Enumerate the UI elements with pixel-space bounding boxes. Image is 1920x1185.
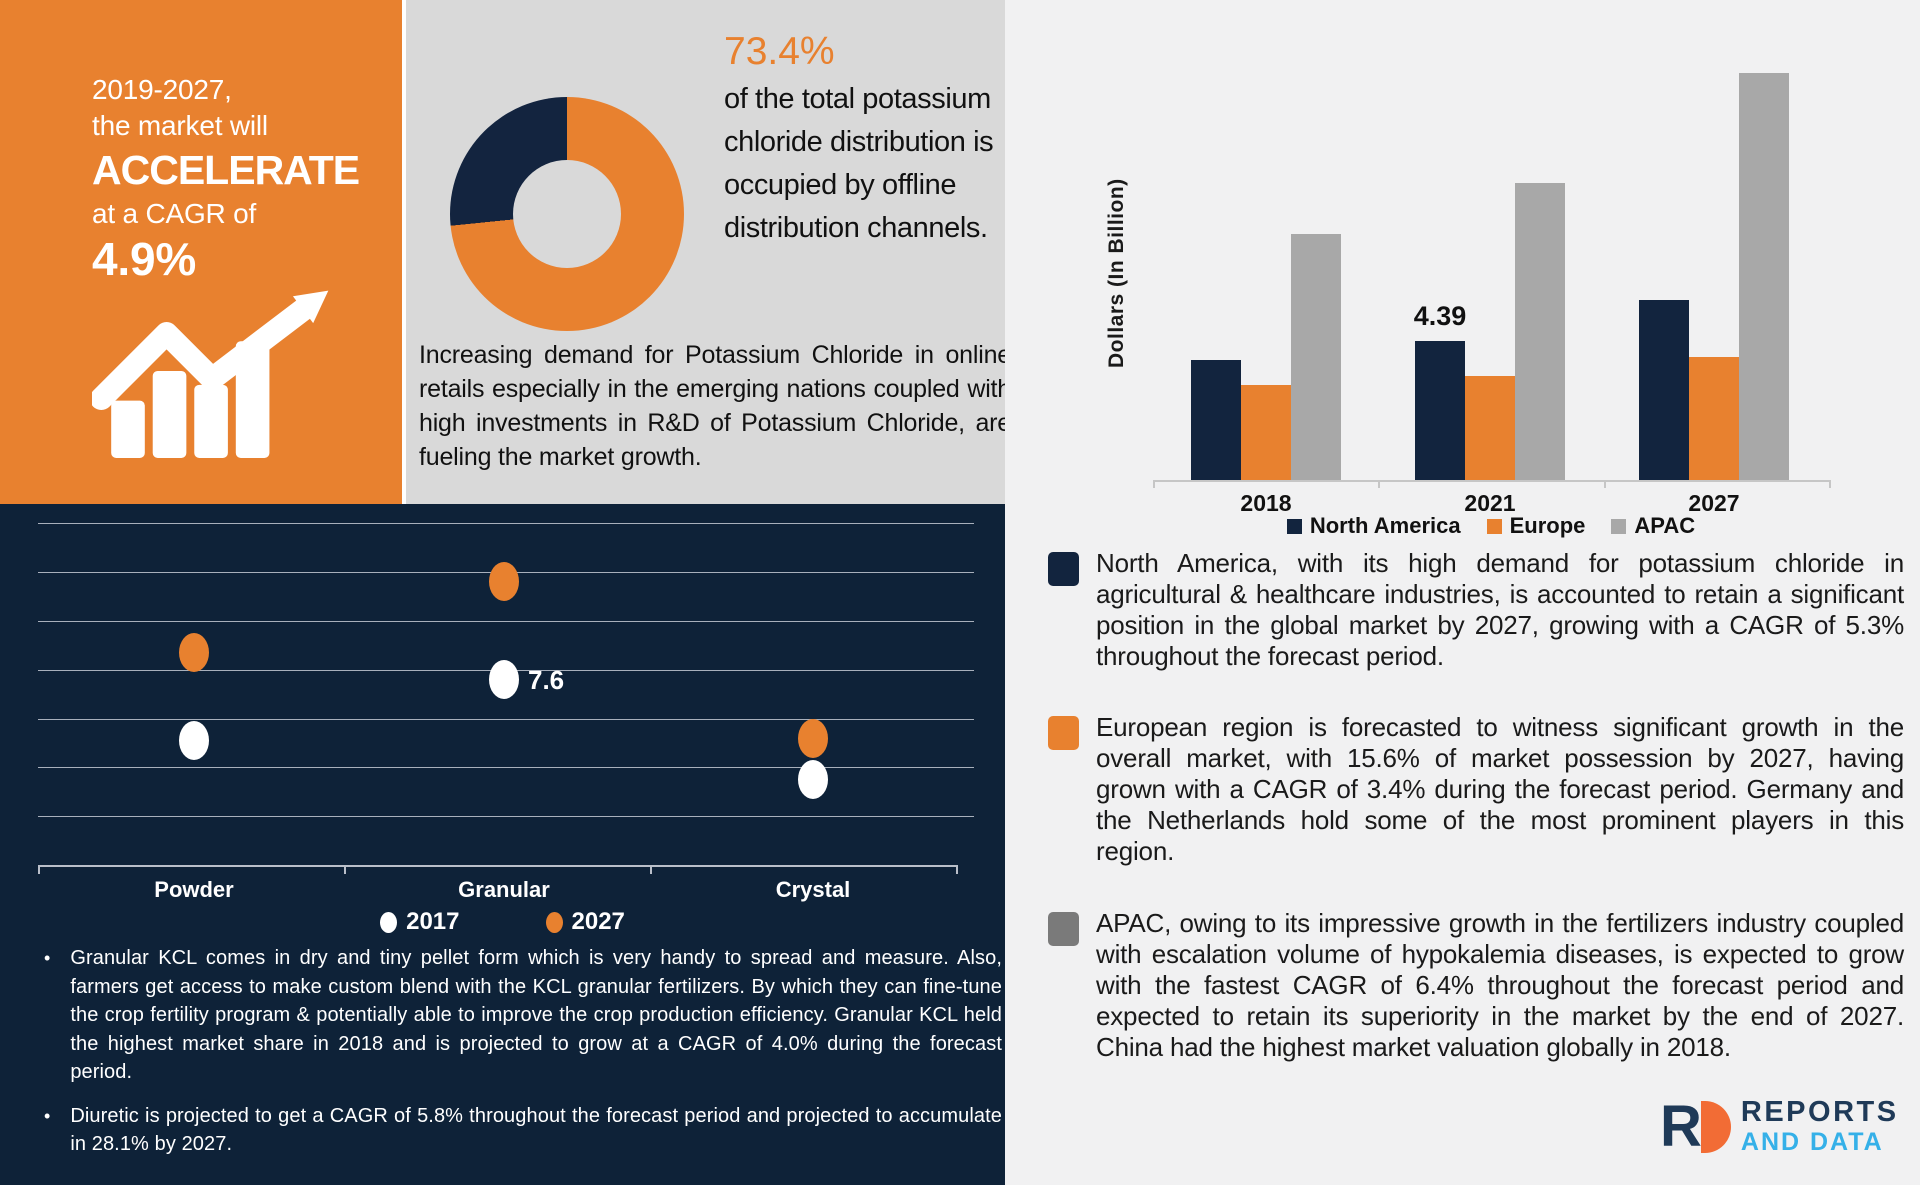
data-point-2017 xyxy=(179,721,209,761)
offline-stat-text: of the total potassium chloride distribu… xyxy=(724,83,994,244)
legend-swatch-icon xyxy=(1486,518,1502,534)
bullet-text-diuretic: Diuretic is projected to get a CAGR of 5… xyxy=(70,1104,1002,1156)
europe-paragraph: European region is forecasted to witness… xyxy=(1096,712,1904,866)
cagr-emphasis: ACCELERATE xyxy=(92,147,360,193)
logo-line-anddata: AND DATA xyxy=(1740,1128,1884,1156)
growth-arrow-icon xyxy=(92,290,329,458)
bar-APAC xyxy=(1739,73,1789,480)
data-point-2027 xyxy=(489,562,519,602)
data-point-2027 xyxy=(179,633,209,673)
logo-letter-r: R xyxy=(1660,1093,1702,1159)
data-point-2027 xyxy=(798,718,828,758)
bar-Europe xyxy=(1689,356,1739,480)
logo-mark: R xyxy=(1660,1093,1731,1159)
bar-chart-legend: North America Europe APAC xyxy=(1153,513,1829,539)
legend-label: 2017 xyxy=(406,908,460,935)
dot-plot-x-axis xyxy=(38,865,958,874)
gridline xyxy=(38,718,974,720)
legend-swatch-icon xyxy=(1286,518,1302,534)
point-value-label: 7.6 xyxy=(528,664,565,695)
legend-label: 2027 xyxy=(571,908,625,935)
cagr-highlight-box: 2019-2027, the market will ACCELERATE at… xyxy=(0,0,402,504)
bar-value-label: 4.39 xyxy=(1413,301,1467,332)
gridline xyxy=(38,767,974,769)
cagr-line-years: 2019-2027, xyxy=(92,74,232,105)
region-bullet-square xyxy=(1048,716,1079,750)
cagr-statement: 2019-2027, the market will ACCELERATE at… xyxy=(92,72,360,286)
category-label: Crystal xyxy=(775,877,851,902)
legend-item: 2017 xyxy=(380,908,460,936)
logo-text: REPORTS AND DATA xyxy=(1741,1098,1899,1155)
legend-item: 2027 xyxy=(545,908,625,936)
legend-dot-icon xyxy=(380,911,398,933)
donut-stat-box: 73.4% of the total potassium chloride di… xyxy=(406,0,1011,504)
region-bullet-square xyxy=(1048,912,1079,946)
category-label: Granular xyxy=(458,877,550,902)
bullet-icon: • xyxy=(44,948,51,968)
online-demand-paragraph: Increasing demand for Potassium Chloride… xyxy=(419,341,1011,471)
data-point-2017 xyxy=(489,660,519,700)
legend-label: APAC xyxy=(1634,513,1696,538)
gridline xyxy=(38,816,974,818)
bar-North America xyxy=(1415,341,1465,480)
axis-tick xyxy=(1153,480,1155,488)
logo-letter-d-icon xyxy=(1700,1100,1731,1153)
apac-paragraph: APAC, owing to its impressive growth in … xyxy=(1096,908,1904,1062)
offline-stat-value: 73.4% xyxy=(724,30,835,73)
list-item: • Diuretic is projected to get a CAGR of… xyxy=(44,1102,1002,1159)
offline-stat: 73.4% of the total potassium chloride di… xyxy=(724,26,1008,250)
bar-chart-y-axis-label: Dollars (In Billion) xyxy=(1105,178,1128,368)
legend-item: North America xyxy=(1286,513,1461,539)
data-point-2017 xyxy=(798,760,828,800)
cagr-value: 4.9% xyxy=(92,233,197,285)
gridline xyxy=(38,523,974,525)
legend-label: Europe xyxy=(1509,513,1586,538)
dot-plot-legend: 2017 2027 xyxy=(0,908,1005,936)
bar-Europe xyxy=(1241,385,1291,480)
bullet-icon: • xyxy=(44,1105,51,1126)
form-bullet-list: • Granular KCL comes in dry and tiny pel… xyxy=(44,944,1002,1174)
legend-item: Europe xyxy=(1486,513,1586,539)
list-item: • Granular KCL comes in dry and tiny pel… xyxy=(44,944,1002,1087)
cagr-line-market: the market will xyxy=(92,110,268,141)
category-label: Powder xyxy=(154,877,234,902)
axis-tick xyxy=(956,865,958,874)
bar-North America xyxy=(1639,300,1689,480)
reports-and-data-logo: R REPORTS AND DATA xyxy=(1660,1093,1899,1159)
north-america-paragraph: North America, with its high demand for … xyxy=(1096,548,1904,671)
legend-label: North America xyxy=(1309,513,1461,538)
donut-hole xyxy=(513,160,621,268)
donut-chart xyxy=(450,97,684,331)
bar-chart-x-axis xyxy=(1153,480,1831,488)
bar-North America xyxy=(1191,360,1241,480)
regional-analysis-panel: Dollars (In Billion) 2018 2021 2027 4.39 No… xyxy=(1005,0,1920,1185)
cagr-line-of: at a CAGR of xyxy=(92,198,257,229)
bar-APAC xyxy=(1515,183,1565,480)
axis-tick xyxy=(649,865,652,874)
gridline xyxy=(38,621,974,622)
x-tick-label: 2018 xyxy=(1240,490,1292,516)
form-analysis-panel: 7.6 Powder Granular Crystal 2017 2027 • Gran… xyxy=(0,504,1005,1185)
bullet-text-granular: Granular KCL comes in dry and tiny pelle… xyxy=(70,947,1002,1083)
axis-tick xyxy=(1829,480,1831,488)
region-bullet-square xyxy=(1048,552,1079,586)
axis-tick xyxy=(343,865,346,874)
axis-tick xyxy=(1378,480,1381,488)
bar-APAC xyxy=(1291,233,1341,480)
legend-dot-icon xyxy=(545,911,563,933)
bar-Europe xyxy=(1465,375,1515,480)
axis-tick xyxy=(38,865,40,874)
legend-item: APAC xyxy=(1611,513,1695,539)
x-tick-label: 2027 xyxy=(1688,490,1740,516)
legend-swatch-icon xyxy=(1611,518,1627,534)
x-tick-label: 2021 xyxy=(1464,490,1516,516)
logo-line-reports: REPORTS xyxy=(1740,1096,1899,1128)
axis-tick xyxy=(1603,480,1606,488)
